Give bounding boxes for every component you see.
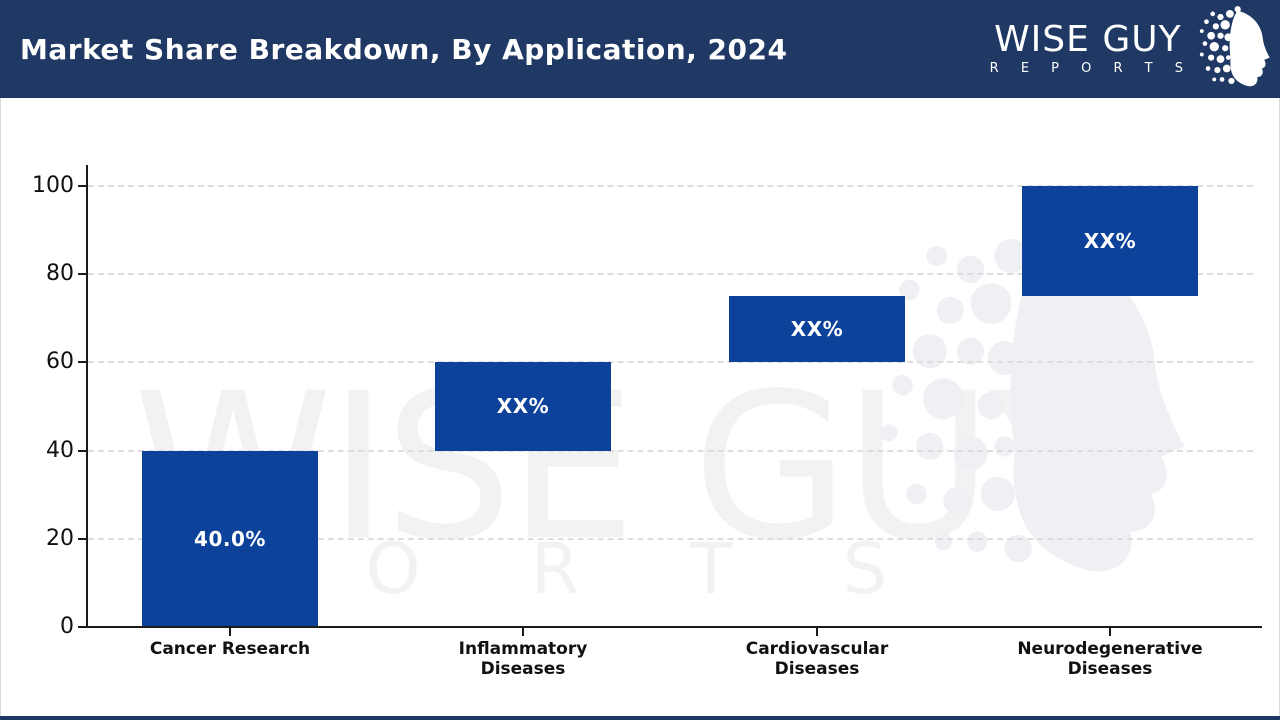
logo-subtitle: R E P O R T S bbox=[989, 61, 1192, 76]
x-category-label: Cancer Research bbox=[149, 639, 311, 659]
x-axis-line bbox=[86, 626, 1262, 628]
bar-segment: XX% bbox=[435, 362, 611, 451]
logo-wordmark: WISE GUY bbox=[994, 19, 1182, 60]
y-tick-mark-100 bbox=[78, 185, 86, 187]
bar-segment: XX% bbox=[729, 296, 905, 363]
y-tick-label: 100 bbox=[32, 173, 74, 198]
y-tick-mark-80 bbox=[78, 273, 86, 276]
bar-value-label: XX% bbox=[1083, 229, 1137, 254]
bar-segment: 40.0% bbox=[142, 450, 318, 627]
x-category-label: Inflammatory Diseases bbox=[458, 639, 588, 679]
y-tick-label: 60 bbox=[46, 349, 74, 375]
x-tick-mark bbox=[1109, 628, 1111, 636]
y-axis-line bbox=[86, 165, 88, 628]
watermark-head-icon bbox=[880, 222, 1185, 572]
gridline-20 bbox=[88, 537, 1253, 540]
logo-head-icon bbox=[1199, 6, 1270, 87]
y-tick-label: 0 bbox=[60, 614, 74, 639]
gridline-60 bbox=[88, 361, 1253, 364]
y-tick-label: 80 bbox=[46, 261, 74, 287]
watermark-subtitle: P O R T S bbox=[213, 528, 932, 610]
gridline-40 bbox=[88, 449, 1253, 452]
wise-guy-reports-logo: WISE GUY R E P O R T S bbox=[984, 6, 1272, 92]
y-tick-mark-20 bbox=[78, 537, 86, 540]
gridline-100 bbox=[88, 185, 1253, 187]
x-tick-mark bbox=[816, 628, 818, 636]
gridline-80 bbox=[88, 273, 1253, 276]
bar-value-label: 40.0% bbox=[194, 526, 266, 551]
y-tick-mark-60 bbox=[78, 361, 86, 364]
y-tick-label: 20 bbox=[46, 525, 74, 551]
bar-segment: XX% bbox=[1022, 186, 1198, 297]
logo-text: WISE GUY R E P O R T S bbox=[984, 19, 1192, 77]
footer-bar bbox=[0, 716, 1280, 720]
x-category-label: Cardiovascular Diseases bbox=[745, 639, 889, 679]
y-tick-mark-40 bbox=[78, 449, 86, 452]
x-tick-mark bbox=[522, 628, 524, 636]
page-title: Market Share Breakdown, By Application, … bbox=[20, 32, 788, 66]
y-tick-label: 40 bbox=[46, 437, 74, 463]
x-tick-mark bbox=[229, 628, 231, 636]
bar-value-label: XX% bbox=[790, 317, 844, 342]
y-tick-mark-0 bbox=[78, 626, 86, 628]
bar-value-label: XX% bbox=[496, 394, 550, 419]
header-bar: Market Share Breakdown, By Application, … bbox=[0, 0, 1280, 98]
x-category-label: Neurodegenerative Diseases bbox=[1017, 639, 1203, 679]
